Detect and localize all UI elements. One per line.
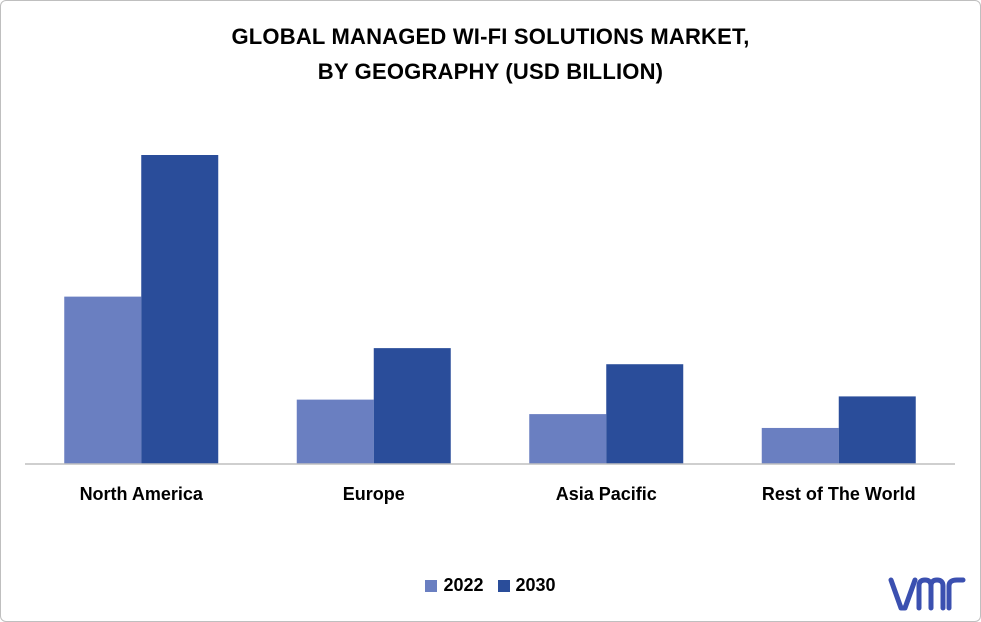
chart-subtitle: BY GEOGRAPHY (USD BILLION) [317, 59, 664, 84]
legend-item-2030: 2030 [497, 575, 556, 596]
bar-asia-pacific-2030 [606, 364, 684, 464]
category-label-north-america: North America [80, 484, 204, 504]
category-label-asia-pacific: Asia Pacific [556, 484, 657, 504]
bar-rest-of-the-world-2022 [761, 427, 839, 464]
bar-europe-2030 [373, 348, 451, 464]
logo-r-mark [946, 577, 966, 611]
chart-title: GLOBAL MANAGED WI-FI SOLUTIONS MARKET, [231, 24, 750, 49]
bar-rest-of-the-world-2030 [838, 396, 916, 464]
bar-asia-pacific-2022 [529, 414, 607, 464]
bar-europe-2022 [296, 399, 374, 464]
category-label-europe: Europe [343, 484, 405, 504]
legend-swatch-2030 [497, 579, 510, 592]
bar-north-america-2022 [64, 296, 142, 464]
legend-item-2022: 2022 [425, 575, 484, 596]
legend-swatch-2022 [425, 579, 438, 592]
logo-v-mark [888, 577, 918, 611]
bar-chart: North America Europe Asia Pacific Rest of T… [25, 155, 955, 504]
legend-label-2022: 2022 [443, 575, 484, 595]
legend-label-2030: 2030 [515, 575, 556, 595]
bar-north-america-2030 [141, 155, 219, 464]
legend: 2022 2030 [0, 575, 981, 596]
logo-m-mark [916, 577, 946, 611]
category-label-rest-of-the-world: Rest of The World [762, 484, 916, 504]
vmr-logo [888, 577, 966, 611]
